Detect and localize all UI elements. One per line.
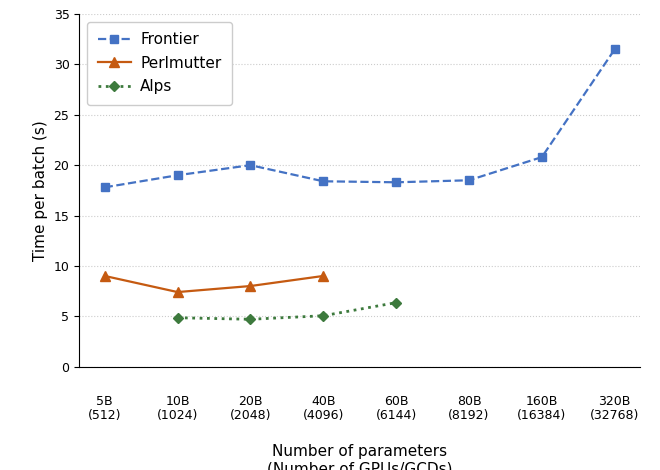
Frontier (246, 162, 254, 168)
Text: (4096): (4096) (302, 409, 344, 422)
Text: 20B: 20B (238, 395, 263, 408)
Y-axis label: Time per batch (s): Time per batch (s) (33, 120, 48, 261)
Line: Frontier: Frontier (101, 46, 618, 191)
Frontier (174, 172, 182, 178)
Text: 5B: 5B (96, 395, 113, 408)
Alps (392, 300, 400, 306)
Alps (174, 315, 182, 321)
Text: 160B: 160B (525, 395, 558, 408)
Alps (246, 316, 254, 322)
Text: (8192): (8192) (448, 409, 490, 422)
Text: 60B: 60B (384, 395, 409, 408)
Frontier (465, 178, 473, 183)
Text: 80B: 80B (457, 395, 481, 408)
Frontier (101, 185, 109, 190)
Text: (512): (512) (88, 409, 121, 422)
Alps (319, 313, 327, 319)
Text: 320B: 320B (599, 395, 631, 408)
Frontier (538, 154, 546, 160)
Line: Alps: Alps (174, 299, 399, 323)
Legend: Frontier, Perlmutter, Alps: Frontier, Perlmutter, Alps (87, 22, 232, 105)
Text: 10B: 10B (165, 395, 190, 408)
Text: (16384): (16384) (517, 409, 566, 422)
Perlmutter (174, 289, 182, 295)
Text: (2048): (2048) (230, 409, 271, 422)
Text: (6144): (6144) (376, 409, 416, 422)
X-axis label: Number of parameters
(Number of GPUs/GCDs): Number of parameters (Number of GPUs/GCD… (267, 444, 453, 470)
Frontier (392, 180, 400, 185)
Text: (1024): (1024) (157, 409, 198, 422)
Line: Perlmutter: Perlmutter (100, 272, 328, 297)
Perlmutter (101, 273, 109, 279)
Frontier (610, 47, 618, 52)
Perlmutter (319, 273, 327, 279)
Text: (32768): (32768) (590, 409, 640, 422)
Frontier (319, 179, 327, 184)
Perlmutter (246, 283, 254, 289)
Text: 40B: 40B (311, 395, 335, 408)
